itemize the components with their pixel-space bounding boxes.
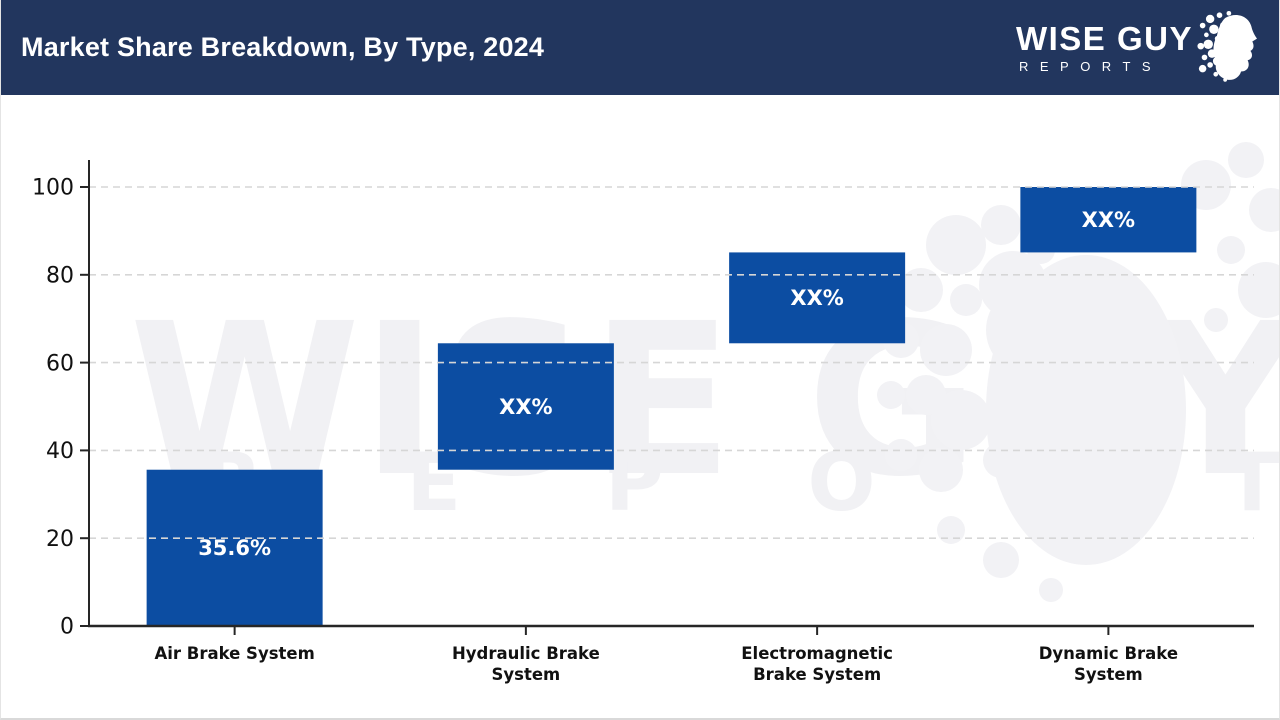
logo-face-icon xyxy=(1197,10,1257,82)
bar-value-label: XX% xyxy=(790,286,843,310)
y-tick-label: 0 xyxy=(60,615,74,640)
x-category-label: Hydraulic Brake System xyxy=(452,644,600,684)
bar-electromagnetic-brake-system xyxy=(729,252,906,344)
bar-dynamic-brake-system xyxy=(1020,187,1197,253)
bar-air-brake-system xyxy=(146,469,323,626)
watermark-head-dots-icon xyxy=(877,142,1279,602)
header-bar: Market Share Breakdown, By Type, 2024 WI… xyxy=(1,0,1279,95)
bar-value-label: XX% xyxy=(499,395,552,419)
logo-subtext: REPORTS xyxy=(1018,58,1163,74)
y-tick-label: 20 xyxy=(46,527,74,552)
bar-value-label: XX% xyxy=(1082,208,1135,232)
chart-title: Market Share Breakdown, By Type, 2024 xyxy=(21,32,545,62)
logo-text: WISE GUY REPORTS xyxy=(1016,22,1193,74)
x-category-label: Air Brake System xyxy=(154,644,314,663)
bar-value-label: 35.6% xyxy=(198,536,271,560)
bar-hydraulic-brake-system xyxy=(437,343,614,470)
y-tick-label: 40 xyxy=(46,439,74,464)
logo-wordmark: WISE GUY xyxy=(1015,19,1193,57)
y-tick-label: 100 xyxy=(32,176,74,201)
y-tick-label: 60 xyxy=(46,351,74,376)
x-category-label: Dynamic Brake System xyxy=(1039,644,1178,684)
wiseguy-logo: WISE GUY REPORTS xyxy=(1016,10,1257,86)
x-category-label: Electromagnetic Brake System xyxy=(741,644,893,684)
y-tick-label: 80 xyxy=(46,264,74,289)
